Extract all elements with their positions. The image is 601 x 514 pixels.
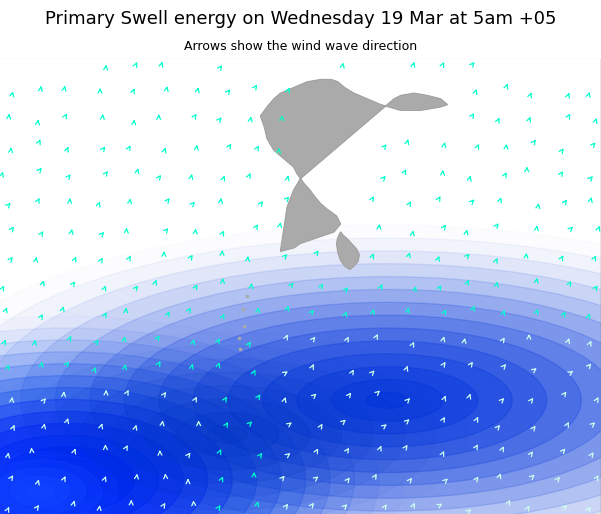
- Polygon shape: [260, 80, 447, 251]
- Ellipse shape: [0, 447, 135, 513]
- Ellipse shape: [144, 399, 310, 470]
- Ellipse shape: [175, 412, 278, 456]
- Ellipse shape: [11, 476, 70, 506]
- Ellipse shape: [228, 341, 547, 460]
- Ellipse shape: [0, 399, 232, 514]
- Ellipse shape: [0, 352, 330, 514]
- Ellipse shape: [23, 459, 110, 501]
- Ellipse shape: [0, 251, 601, 514]
- Ellipse shape: [112, 386, 341, 483]
- Ellipse shape: [50, 359, 404, 510]
- Ellipse shape: [297, 366, 478, 434]
- Ellipse shape: [0, 452, 118, 514]
- Ellipse shape: [331, 379, 443, 421]
- Ellipse shape: [263, 354, 512, 447]
- Ellipse shape: [0, 376, 281, 514]
- Ellipse shape: [0, 388, 257, 514]
- Ellipse shape: [81, 372, 373, 497]
- Ellipse shape: [0, 435, 159, 514]
- Text: Arrows show the wind wave direction: Arrows show the wind wave direction: [184, 40, 417, 52]
- Ellipse shape: [0, 444, 133, 514]
- Ellipse shape: [0, 411, 208, 514]
- Ellipse shape: [207, 426, 247, 443]
- Ellipse shape: [0, 328, 379, 514]
- Ellipse shape: [0, 364, 305, 514]
- Ellipse shape: [0, 340, 355, 514]
- Ellipse shape: [55, 277, 601, 514]
- Ellipse shape: [90, 289, 601, 511]
- Ellipse shape: [159, 315, 601, 485]
- Ellipse shape: [124, 302, 601, 498]
- Ellipse shape: [26, 484, 53, 498]
- Ellipse shape: [21, 264, 601, 514]
- Text: Primary Swell energy on Wednesday 19 Mar at 5am +05: Primary Swell energy on Wednesday 19 Mar…: [44, 10, 557, 28]
- Polygon shape: [337, 232, 359, 269]
- Ellipse shape: [48, 471, 85, 489]
- Ellipse shape: [0, 468, 85, 514]
- Ellipse shape: [194, 328, 581, 472]
- Ellipse shape: [366, 392, 409, 408]
- Ellipse shape: [0, 460, 102, 514]
- Ellipse shape: [0, 423, 183, 514]
